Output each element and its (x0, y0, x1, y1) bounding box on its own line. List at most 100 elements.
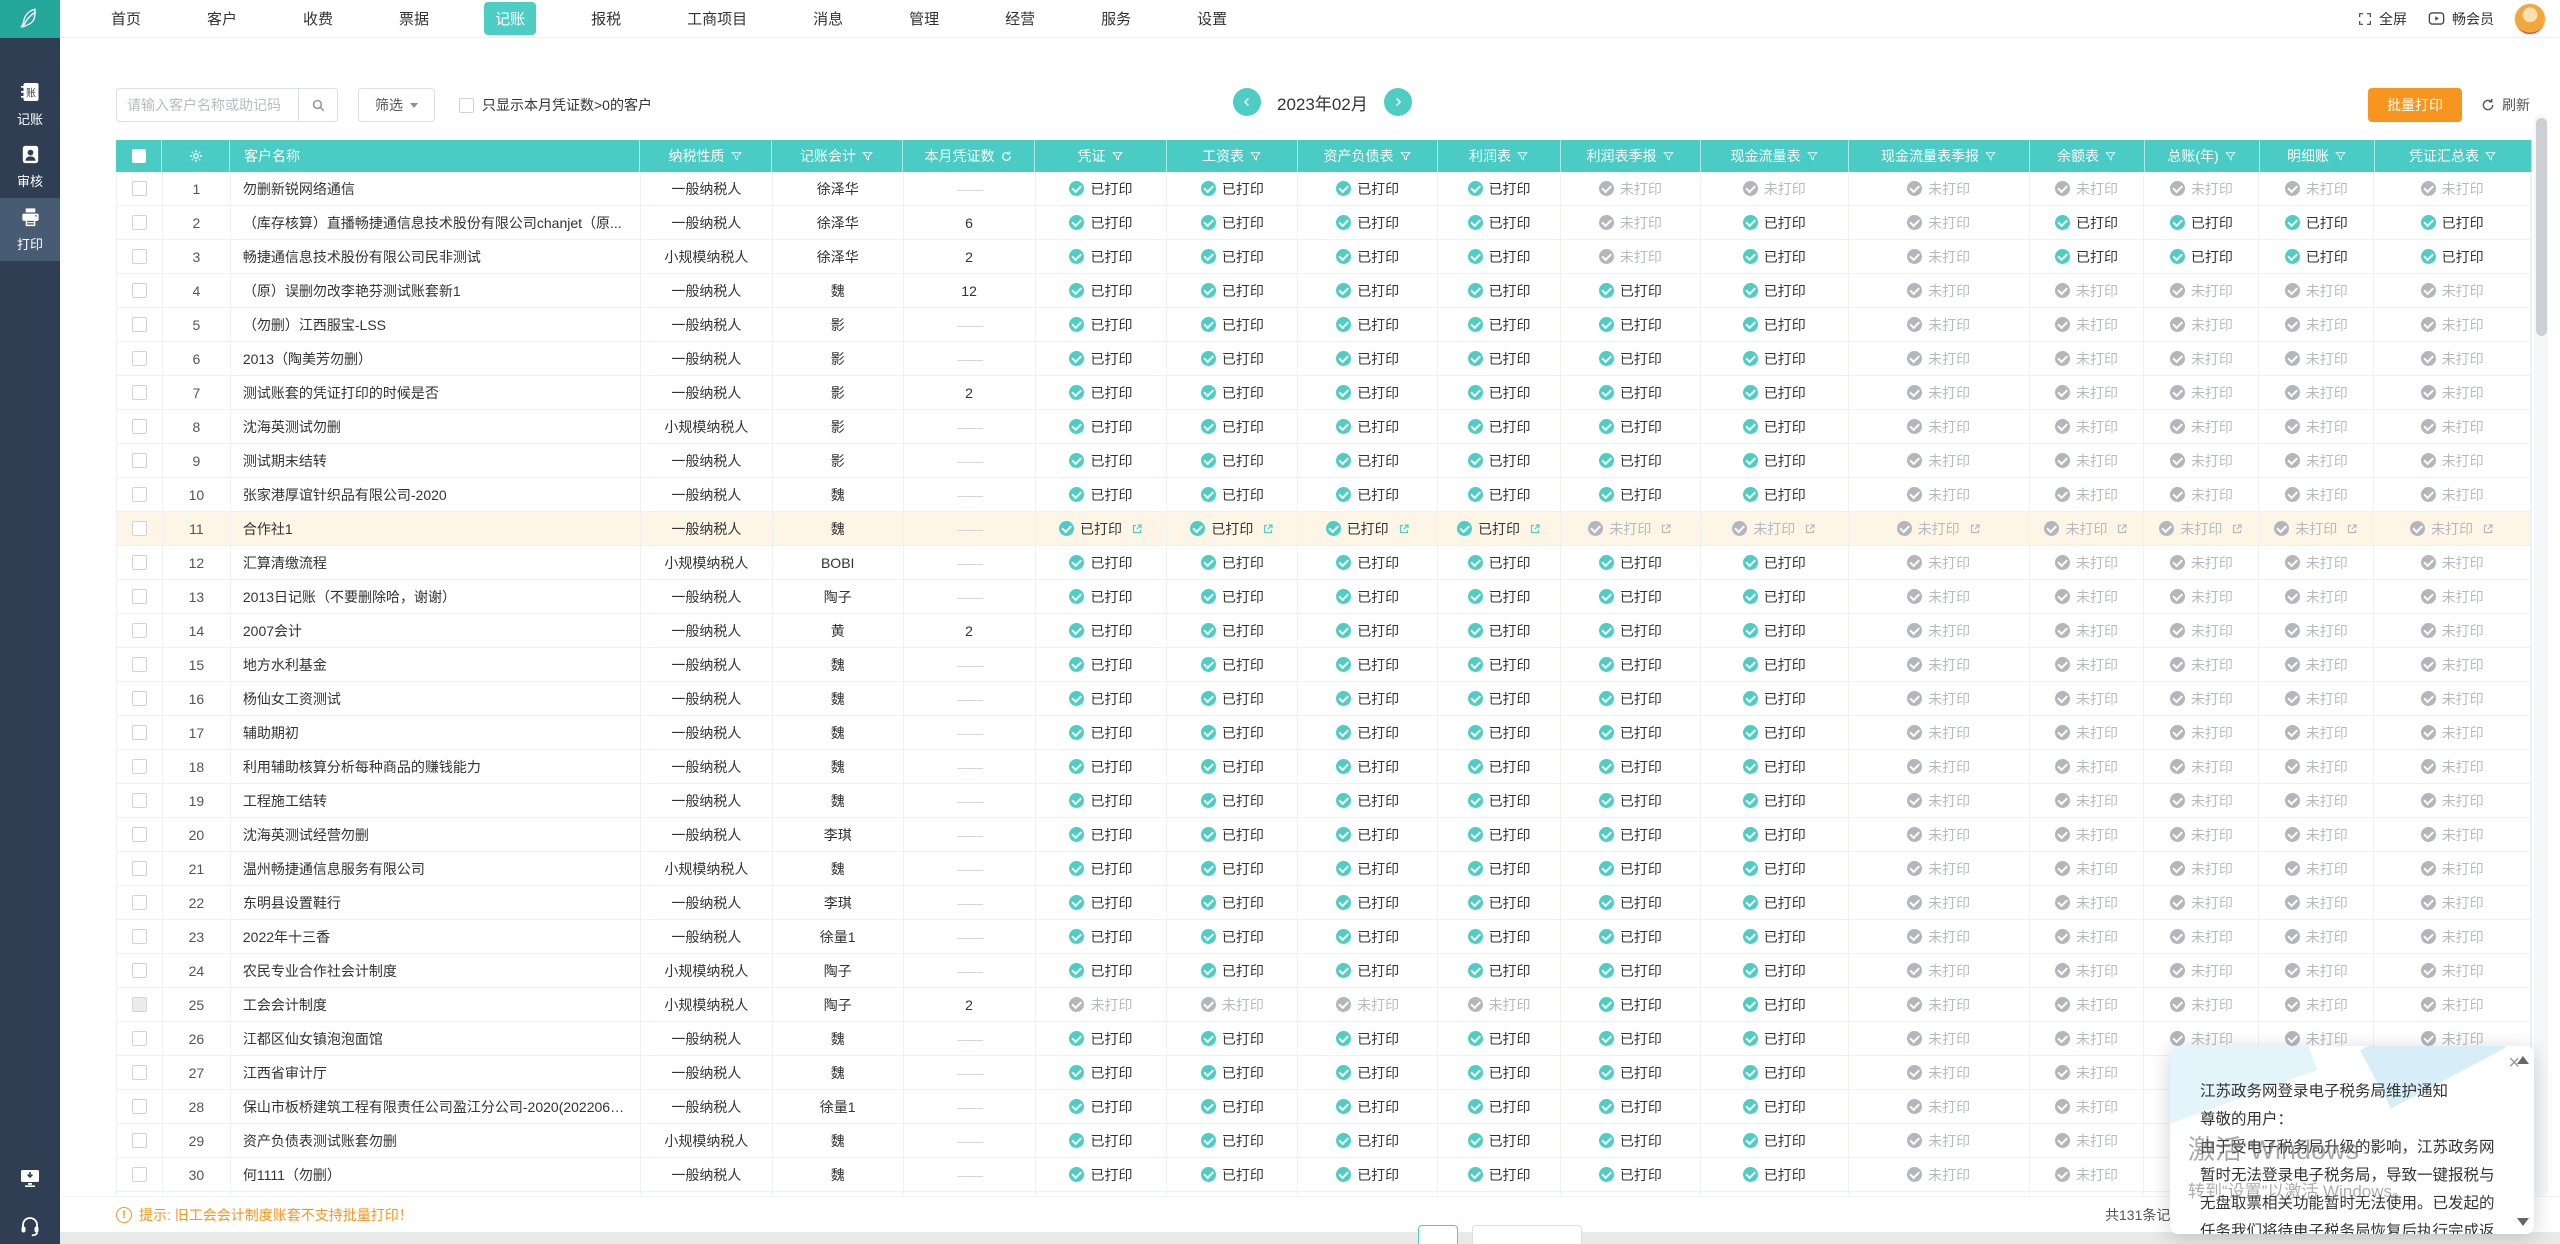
print-status-badge[interactable]: 已打印 (2284, 213, 2348, 233)
print-status-badge[interactable]: 已打印 (1200, 961, 1264, 981)
print-status-badge[interactable]: 未打印 (1598, 179, 1662, 199)
print-status-badge[interactable]: 未打印 (1907, 179, 1970, 199)
print-status-badge[interactable]: 未打印 (2284, 179, 2348, 199)
customer-name[interactable]: 畅捷通信息技术股份有限公司民非测试 (231, 240, 641, 273)
print-status-badge[interactable]: 未打印 (2054, 553, 2118, 573)
print-status-badge[interactable]: 已打印 (1200, 927, 1264, 947)
print-status-badge[interactable]: 未打印 (1907, 485, 1970, 505)
row-checkbox[interactable] (131, 487, 147, 502)
row-checkbox[interactable] (131, 453, 147, 468)
scrollbar-thumb[interactable] (2535, 118, 2547, 336)
customer-name[interactable]: 汇算清缴流程 (231, 546, 641, 579)
print-status-badge[interactable]: 已打印 (1467, 893, 1531, 913)
print-status-badge[interactable]: 已打印 (1742, 553, 1806, 573)
print-status-badge[interactable]: 已打印 (1467, 859, 1531, 879)
print-status-badge[interactable]: 未打印 (2284, 689, 2348, 709)
print-status-badge[interactable]: 已打印 (1742, 349, 1806, 369)
print-status-badge[interactable]: 未打印 (2054, 859, 2118, 879)
customer-name[interactable]: （原）误删勿改李艳芬测试账套新1 (231, 274, 641, 307)
print-status-badge[interactable]: 已打印 (1467, 791, 1531, 811)
table-row[interactable]: 4 （原）误删勿改李艳芬测试账套新1 一般纳税人魏 12 已打印 已打印 已打印 已打印 已打印… (117, 274, 2531, 308)
print-status-badge[interactable]: 已打印 (1598, 315, 1662, 335)
print-status-badge[interactable]: 未打印 (1907, 587, 1970, 607)
print-status-badge[interactable]: 已打印 (1742, 893, 1806, 913)
customer-name[interactable]: 2013（陶美芳勿删） (231, 342, 641, 375)
print-status-badge[interactable]: 未打印 (2420, 859, 2484, 879)
table-row[interactable]: 18 利用辅助核算分析每种商品的赚钱能力 一般纳税人魏 —— 已打印 已打印 已打印 已打印已… (117, 750, 2531, 784)
next-month-button[interactable] (1383, 88, 1412, 116)
print-status-badge[interactable]: 已打印 (1742, 791, 1806, 811)
print-status-badge[interactable]: 未打印 (2284, 315, 2348, 335)
print-status-badge[interactable]: 已打印 (1742, 859, 1806, 879)
print-status-badge[interactable]: 已打印 (1467, 927, 1531, 947)
print-status-badge[interactable]: 未打印 (2054, 349, 2118, 369)
print-status-badge[interactable]: 已打印 (1467, 723, 1531, 743)
print-status-badge[interactable]: 已打印 (1069, 1165, 1132, 1185)
print-status-badge[interactable]: 已打印 (1598, 1165, 1662, 1185)
customer-name[interactable]: （勿删）江西服宝-LSS (231, 308, 641, 341)
batch-print-button[interactable]: 批量打印 (2368, 88, 2462, 122)
print-status-badge[interactable]: 已打印 (2169, 247, 2233, 267)
open-report-link[interactable] (1262, 523, 1274, 535)
row-checkbox[interactable] (131, 385, 147, 400)
print-status-badge[interactable]: 已打印 (1742, 1165, 1806, 1185)
customer-name[interactable]: 合作社1 (231, 512, 641, 545)
row-checkbox[interactable] (131, 249, 147, 264)
print-status-badge[interactable]: 未打印 (1907, 621, 1970, 641)
print-status-badge[interactable]: 未打印 (2159, 519, 2243, 539)
print-status-badge[interactable]: 已打印 (1336, 1165, 1399, 1185)
print-status-badge[interactable]: 已打印 (1069, 1029, 1132, 1049)
table-row[interactable]: 27 江西省审计厅 一般纳税人魏 —— 已打印 已打印 已打印 已打印 已打印 已打印 未打印 未打印… (117, 1056, 2531, 1090)
column-header-2[interactable]: 记账会计 (772, 140, 903, 172)
print-status-badge[interactable]: 未打印 (2054, 995, 2118, 1015)
print-status-badge[interactable]: 未打印 (1907, 1063, 1970, 1083)
print-status-badge[interactable]: 已打印 (1467, 1063, 1531, 1083)
print-status-badge[interactable]: 已打印 (1069, 791, 1132, 811)
table-row[interactable]: 19 工程施工结转 一般纳税人魏 —— 已打印 已打印 已打印 已打印 已打印 已打印 未打印 未打印… (117, 784, 2531, 818)
print-status-badge[interactable]: 已打印 (1069, 1063, 1132, 1083)
print-status-badge[interactable]: 已打印 (1200, 179, 1264, 199)
nav-item-1[interactable]: 客户 (207, 11, 238, 28)
print-status-badge[interactable]: 已打印 (2284, 247, 2348, 267)
column-header-1[interactable]: 纳税性质 (640, 140, 772, 172)
print-status-badge[interactable]: 已打印 (1742, 961, 1806, 981)
print-status-badge[interactable]: 已打印 (1598, 417, 1662, 437)
customer-name[interactable]: 工会会计制度 (231, 988, 641, 1021)
print-status-badge[interactable]: 已打印 (1069, 893, 1132, 913)
print-status-badge[interactable]: 未打印 (2054, 417, 2118, 437)
print-status-badge[interactable]: 未打印 (2169, 757, 2233, 777)
print-status-badge[interactable]: 未打印 (2420, 791, 2484, 811)
nav-item-9[interactable]: 经营 (1005, 11, 1036, 28)
table-scrollbar[interactable] (2534, 114, 2548, 1196)
table-row[interactable]: 25 工会会计制度 小规模纳税人 陶子 2 未打印 未打印 未打印 未打印 已打印 已打印 未打印 未打… (117, 988, 2531, 1022)
open-report-link[interactable] (1529, 523, 1541, 535)
print-status-badge[interactable]: 未打印 (2169, 927, 2233, 947)
nav-item-11[interactable]: 设置 (1197, 11, 1228, 28)
print-status-badge[interactable]: 未打印 (1907, 927, 1970, 947)
nav-item-7[interactable]: 消息 (813, 11, 844, 28)
print-status-badge[interactable]: 未打印 (2420, 723, 2484, 743)
column-header-5[interactable]: 工资表 (1167, 140, 1298, 172)
print-status-badge[interactable]: 未打印 (1069, 995, 1132, 1015)
print-status-badge[interactable]: 未打印 (2420, 179, 2484, 199)
print-status-badge[interactable]: 已打印 (1336, 1029, 1399, 1049)
open-report-link[interactable] (1131, 523, 1143, 535)
print-status-badge[interactable]: 已打印 (1069, 621, 1132, 641)
print-status-badge[interactable]: 未打印 (1907, 315, 1970, 335)
print-status-badge[interactable]: 已打印 (1598, 621, 1662, 641)
print-status-badge[interactable]: 已打印 (1069, 247, 1132, 267)
customer-name[interactable]: 测试账套的凭证打印的时候是否 (231, 376, 641, 409)
print-status-badge[interactable]: 已打印 (1742, 315, 1806, 335)
print-status-badge[interactable]: 已打印 (1069, 281, 1132, 301)
print-status-badge[interactable]: 已打印 (1336, 689, 1399, 709)
print-status-badge[interactable]: 已打印 (1742, 247, 1806, 267)
print-status-badge[interactable]: 已打印 (1336, 791, 1399, 811)
customer-service-icon[interactable] (18, 1214, 42, 1238)
row-checkbox[interactable] (131, 181, 147, 196)
row-checkbox[interactable] (131, 895, 147, 910)
print-status-badge[interactable]: 已打印 (1598, 927, 1662, 947)
print-status-badge[interactable]: 未打印 (2284, 417, 2348, 437)
column-header-7[interactable]: 利润表 (1438, 140, 1561, 172)
print-status-badge[interactable]: 未打印 (2420, 485, 2484, 505)
column-header-8[interactable]: 利润表季报 (1561, 140, 1701, 172)
